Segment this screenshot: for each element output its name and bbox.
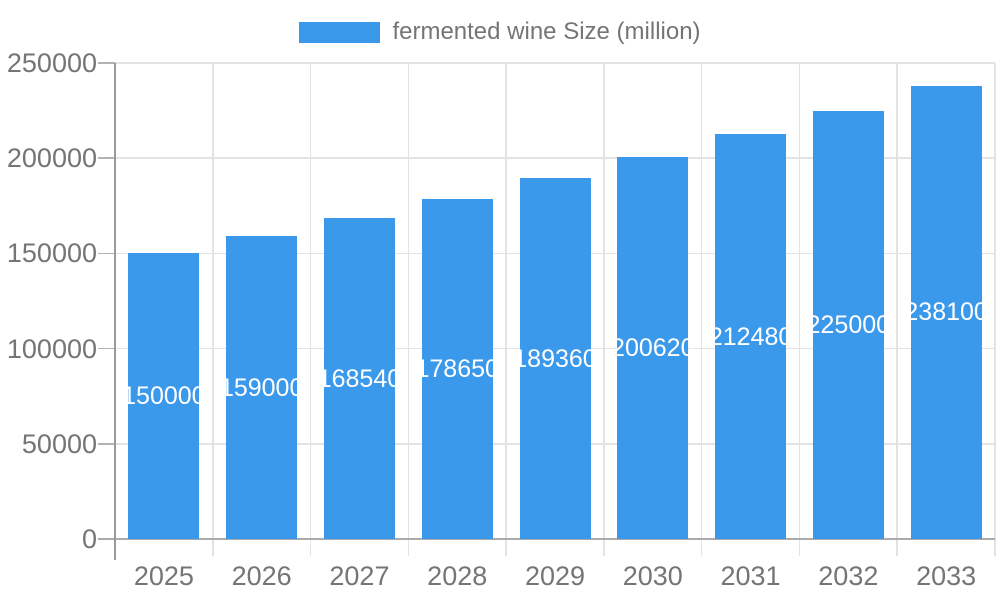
y-tick-label: 200000: [6, 143, 97, 174]
x-tick-label: 2033: [916, 561, 977, 591]
chart-legend: fermented wine Size (million): [0, 18, 1000, 46]
v-gridline: [700, 63, 703, 556]
v-gridline: [309, 63, 312, 556]
v-gridline: [994, 63, 996, 556]
x-tick-label: 2030: [622, 561, 683, 591]
x-tick-label: 2031: [720, 561, 781, 591]
y-tick-mark: [98, 157, 115, 159]
x-tick-label: 2029: [524, 561, 586, 591]
v-gridline: [407, 63, 410, 556]
bar-2030[interactable]: [617, 157, 689, 539]
bar-2031[interactable]: [715, 134, 787, 539]
bar-2025[interactable]: [128, 253, 200, 539]
x-tick-label: 2027: [329, 561, 390, 591]
x-tick-label: 2026: [231, 561, 292, 591]
v-gridline: [505, 63, 507, 556]
legend-swatch: [299, 21, 381, 43]
y-tick-label: 250000: [6, 48, 97, 78]
bar-2027[interactable]: [323, 218, 395, 539]
y-tick-mark: [98, 347, 115, 350]
v-gridline: [896, 63, 898, 556]
y-tick-label: 50000: [21, 428, 97, 459]
bar-2032[interactable]: [812, 110, 884, 539]
bar-2026[interactable]: [226, 236, 298, 539]
h-gridline: [115, 62, 995, 64]
y-tick-label: 100000: [6, 333, 97, 364]
bar-2029[interactable]: [519, 178, 591, 539]
x-tick-label: 2025: [133, 561, 194, 591]
v-gridline: [212, 63, 214, 556]
y-tick-mark: [98, 252, 115, 255]
bar-2028[interactable]: [421, 198, 493, 539]
bar-2033[interactable]: [910, 85, 982, 539]
v-gridline: [798, 63, 801, 556]
x-tick-label: 2028: [427, 561, 488, 591]
y-tick-mark: [98, 443, 115, 445]
y-tick-label: 0: [81, 524, 97, 554]
v-gridline: [603, 63, 605, 556]
legend-label: fermented wine Size (million): [392, 18, 701, 45]
x-tick-label: 2032: [818, 561, 879, 591]
y-tick-mark: [98, 538, 115, 540]
y-axis-line: [114, 63, 116, 560]
y-tick-mark: [98, 62, 115, 64]
y-tick-label: 150000: [6, 238, 97, 269]
